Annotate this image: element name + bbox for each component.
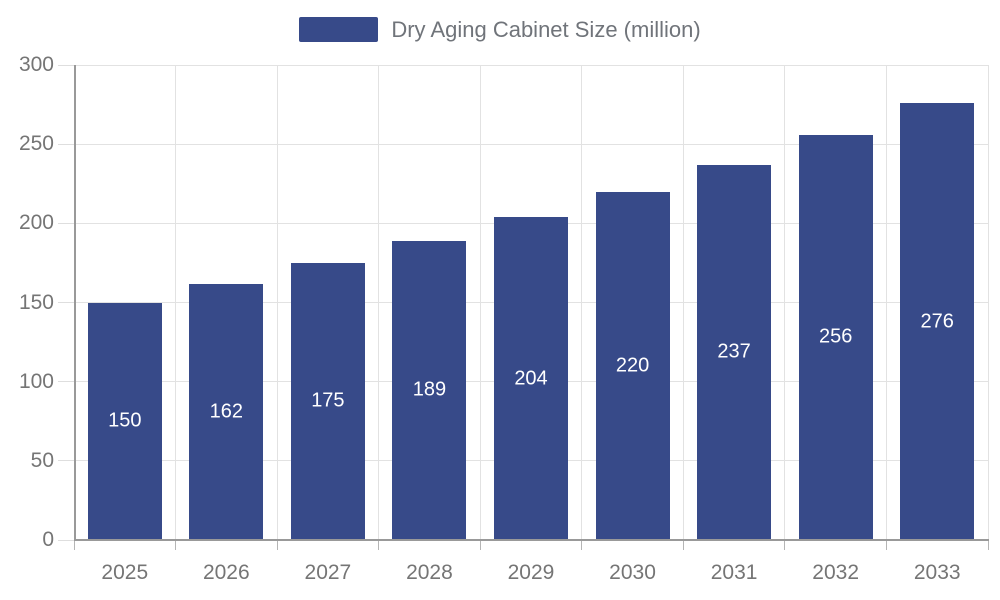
bar-value-label: 237 xyxy=(717,340,751,363)
gridline-vertical xyxy=(479,65,481,540)
gridline-vertical xyxy=(987,65,989,540)
bar-value-label: 189 xyxy=(412,378,447,401)
x-axis-tick-label: 2027 xyxy=(304,561,352,584)
bar-2027: 175 xyxy=(290,262,365,540)
y-axis-tick-label: 0 xyxy=(42,528,54,551)
y-axis-tick-label: 250 xyxy=(18,132,54,156)
x-axis-tick-label: 2028 xyxy=(406,561,453,584)
gridline-horizontal xyxy=(74,64,988,66)
bar-value-label: 256 xyxy=(818,325,853,348)
y-axis-tick xyxy=(58,143,74,145)
x-axis-tick xyxy=(479,541,481,550)
gridline-vertical xyxy=(175,65,177,540)
y-axis-tick xyxy=(58,302,74,303)
gridline-vertical xyxy=(276,65,278,540)
x-axis-tick xyxy=(784,541,786,550)
x-axis-tick-label: 2033 xyxy=(913,561,961,584)
y-axis-line xyxy=(74,65,76,541)
y-axis-tick-label: 200 xyxy=(18,211,54,235)
legend-label[interactable]: Dry Aging Cabinet Size (million) xyxy=(391,17,701,42)
x-axis-tick xyxy=(276,541,278,550)
bar-value-label: 150 xyxy=(108,409,142,432)
x-axis-tick xyxy=(73,541,75,550)
gridline-vertical xyxy=(378,65,380,540)
y-axis-tick-label: 100 xyxy=(18,369,54,393)
x-axis-tick xyxy=(987,541,989,550)
x-axis-tick-label: 2025 xyxy=(101,561,149,584)
bar-2031: 237 xyxy=(697,164,772,540)
y-axis-tick xyxy=(58,460,74,462)
x-axis-tick xyxy=(682,541,684,550)
bar-value-label: 162 xyxy=(209,400,244,423)
y-axis-tick-label: 150 xyxy=(18,290,54,314)
x-axis-tick xyxy=(378,541,380,550)
x-axis-line xyxy=(74,539,989,541)
y-axis-tick-label: 50 xyxy=(30,448,54,472)
y-axis-tick xyxy=(58,539,74,541)
bar-value-label: 175 xyxy=(311,389,345,412)
bar-2032: 256 xyxy=(798,134,873,540)
y-axis-tick xyxy=(58,222,74,224)
gridline-vertical xyxy=(784,65,786,540)
x-axis-tick-label: 2032 xyxy=(812,561,859,584)
plot-area: 150 162 175 189 204 220 237 256 276 xyxy=(74,64,989,540)
x-axis-tick-label: 2031 xyxy=(710,561,758,584)
x-axis-tick xyxy=(581,541,583,550)
bar-2028: 189 xyxy=(392,240,467,540)
bar-value-label: 204 xyxy=(514,367,548,389)
gridline-vertical xyxy=(682,65,684,540)
bar-value-label: 220 xyxy=(615,354,650,377)
gridline-vertical xyxy=(885,65,887,540)
y-axis-tick-label: 300 xyxy=(18,53,54,76)
bar-2030: 220 xyxy=(595,191,670,540)
bar-2029: 204 xyxy=(494,217,568,540)
x-axis-tick xyxy=(175,541,177,550)
x-axis-tick-label: 2029 xyxy=(507,561,555,584)
x-axis-tick-label: 2030 xyxy=(609,561,656,584)
x-axis-tick xyxy=(885,541,887,550)
y-axis-tick xyxy=(58,64,74,66)
y-axis-tick xyxy=(58,381,74,383)
gridline-vertical xyxy=(581,65,583,540)
gridline-horizontal xyxy=(74,143,988,145)
legend: Dry Aging Cabinet Size (million) xyxy=(0,17,1000,42)
bar-2025: 150 xyxy=(87,302,162,540)
bar-2026: 162 xyxy=(189,283,264,540)
bar-2033: 276 xyxy=(900,103,975,540)
bar-value-label: 276 xyxy=(920,310,954,332)
x-axis-tick-label: 2026 xyxy=(202,561,250,584)
legend-swatch-icon[interactable] xyxy=(299,17,379,42)
